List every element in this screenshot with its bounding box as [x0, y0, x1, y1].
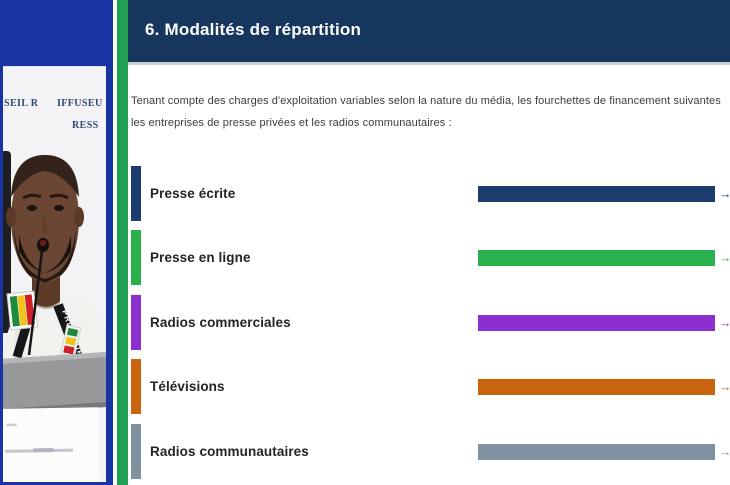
- speaker-video-panel: SEIL R IFFUSEU RESS: [0, 0, 113, 485]
- category-value: → 3: [719, 316, 730, 330]
- paper-sign: [3, 407, 100, 482]
- category-value: → 5: [719, 380, 730, 394]
- speaker-illustration: PRIMATURE: [3, 151, 106, 482]
- background-object: [3, 151, 11, 333]
- media-category-row: Radios communautaires → 5: [0, 424, 730, 479]
- category-marker: [131, 359, 141, 414]
- category-value: → 5: [719, 445, 730, 459]
- category-value: → 2: [719, 187, 730, 201]
- category-label: Radios communautaires: [150, 444, 309, 459]
- media-category-row: Radios commerciales → 3: [0, 295, 730, 350]
- category-label: Presse en ligne: [150, 250, 251, 265]
- media-category-row: Télévisions → 5: [0, 359, 730, 414]
- backdrop-banner-text: IFFUSEU: [57, 98, 103, 109]
- backdrop-banner-text: SEIL R: [4, 98, 39, 109]
- speaker-head: [6, 155, 84, 283]
- category-marker: [131, 295, 141, 350]
- speaker-video-feed: SEIL R IFFUSEU RESS: [3, 66, 106, 482]
- category-label: Télévisions: [150, 379, 225, 394]
- category-bar: [478, 444, 715, 460]
- slide-intro-line-1: Tenant compte des charges d'exploitation…: [131, 95, 721, 107]
- slide-title: 6. Modalités de répartition: [145, 20, 362, 39]
- category-bar: [478, 379, 715, 395]
- media-category-row: Presse en ligne → 4: [0, 230, 730, 285]
- slide-accent-stripe: [117, 0, 128, 485]
- media-category-row: Presse écrite → 2: [0, 166, 730, 221]
- slide-intro-line-2: les entreprises de presse privées et les…: [131, 117, 452, 129]
- category-marker: [131, 424, 141, 479]
- microphone: [27, 238, 49, 356]
- category-value: → 4: [719, 251, 730, 265]
- category-marker: [131, 166, 141, 221]
- category-label: Presse écrite: [150, 186, 236, 201]
- category-marker: [131, 230, 141, 285]
- backdrop-banner-text: RESS: [72, 120, 99, 131]
- category-label: Radios commerciales: [150, 315, 291, 330]
- category-bar: [478, 186, 715, 202]
- lanyard-tag: [60, 324, 82, 358]
- senegal-flag-badge: [6, 290, 39, 331]
- category-bar: [478, 315, 715, 331]
- category-bar: [478, 250, 715, 266]
- slide-header: 6. Modalités de répartition: [128, 0, 730, 65]
